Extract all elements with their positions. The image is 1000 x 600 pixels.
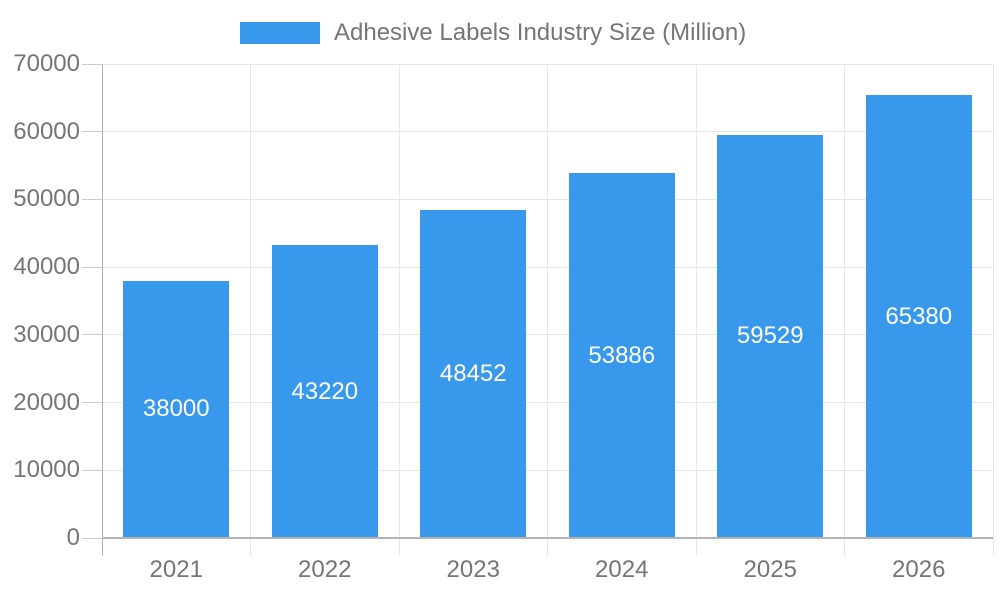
bar-value-label: 53886: [588, 341, 656, 369]
y-tick-mark: [82, 198, 102, 200]
x-tick-label: 2025: [743, 556, 797, 583]
bar-value-label: 48452: [439, 359, 507, 387]
x-gridline: [250, 64, 251, 556]
x-axis-baseline: [102, 537, 993, 539]
bar-value-label: 59529: [736, 322, 804, 350]
bar[interactable]: 38000: [123, 280, 230, 538]
x-tick-label: 2022: [298, 556, 352, 583]
x-gridline: [695, 64, 697, 556]
x-gridline: [992, 64, 994, 556]
y-tick-mark: [82, 402, 102, 404]
y-tick-mark: [82, 63, 102, 65]
bar[interactable]: 43220: [271, 245, 378, 538]
y-tick-label: 40000: [13, 253, 80, 281]
legend-swatch-icon: [240, 21, 320, 44]
x-gridline: [398, 64, 400, 556]
y-tick-label: 60000: [13, 117, 80, 145]
y-tick-label: 10000: [13, 456, 80, 484]
y-tick-mark: [82, 537, 102, 539]
x-tick-label: 2021: [149, 556, 203, 583]
x-gridline: [844, 64, 845, 556]
y-tick-label: 50000: [13, 185, 80, 213]
y-axis-line: [101, 64, 103, 556]
bar[interactable]: 65380: [865, 95, 972, 538]
y-tick-label: 20000: [13, 388, 80, 416]
bar[interactable]: 59529: [717, 134, 824, 538]
y-tick-mark: [82, 266, 102, 268]
x-gridline: [547, 64, 548, 556]
x-tick-label: 2024: [595, 556, 649, 583]
legend[interactable]: Adhesive Labels Industry Size (Million): [240, 19, 746, 46]
legend-label: Adhesive Labels Industry Size (Million): [334, 18, 747, 46]
y-tick-mark: [82, 469, 102, 471]
y-tick-mark: [82, 334, 102, 336]
y-tick-label: 0: [66, 524, 80, 551]
y-axis-labels: 0 10000 20000 30000 40000 50000 60000 70000: [0, 0, 80, 600]
bar-value-label: 65380: [885, 302, 953, 330]
plot-area: 38000 43220 48452 53886 59529 65380: [82, 63, 994, 556]
y-tick-mark: [82, 131, 102, 133]
bar-value-label: 38000: [142, 395, 210, 423]
bar[interactable]: 48452: [420, 209, 527, 538]
bar-value-label: 43220: [291, 377, 359, 405]
x-tick-label: 2026: [892, 556, 946, 583]
x-tick-label: 2023: [446, 556, 500, 583]
bar[interactable]: 53886: [568, 173, 675, 538]
y-tick-label: 70000: [13, 50, 80, 77]
x-axis-labels: 2021 2022 2023 2024 2025 2026: [0, 555, 1000, 587]
y-tick-label: 30000: [13, 320, 80, 348]
